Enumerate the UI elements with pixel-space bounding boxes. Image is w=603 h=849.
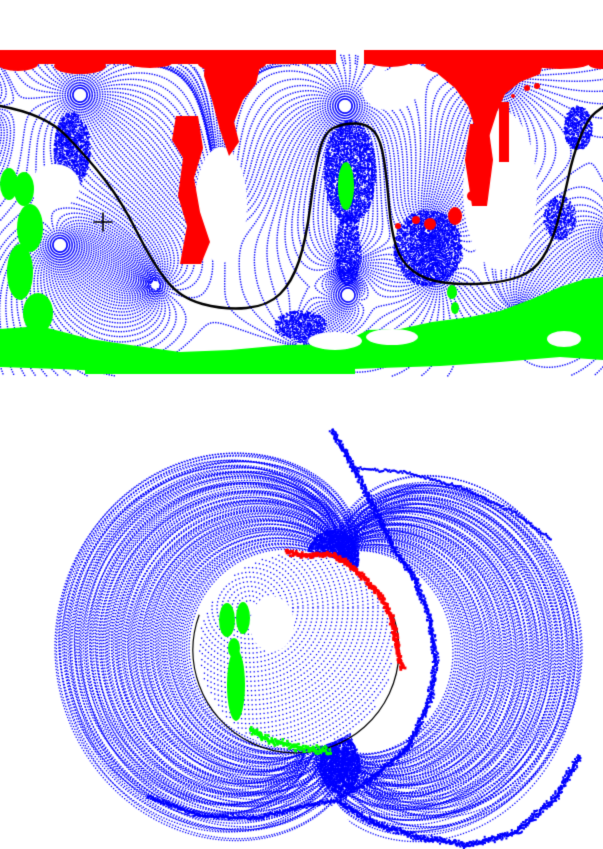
synoptic-map-canvas xyxy=(0,0,603,400)
panel-synoptic-map xyxy=(0,0,603,400)
panel-field-lines-3d xyxy=(0,400,603,849)
field-lines-3d-canvas xyxy=(0,400,603,849)
